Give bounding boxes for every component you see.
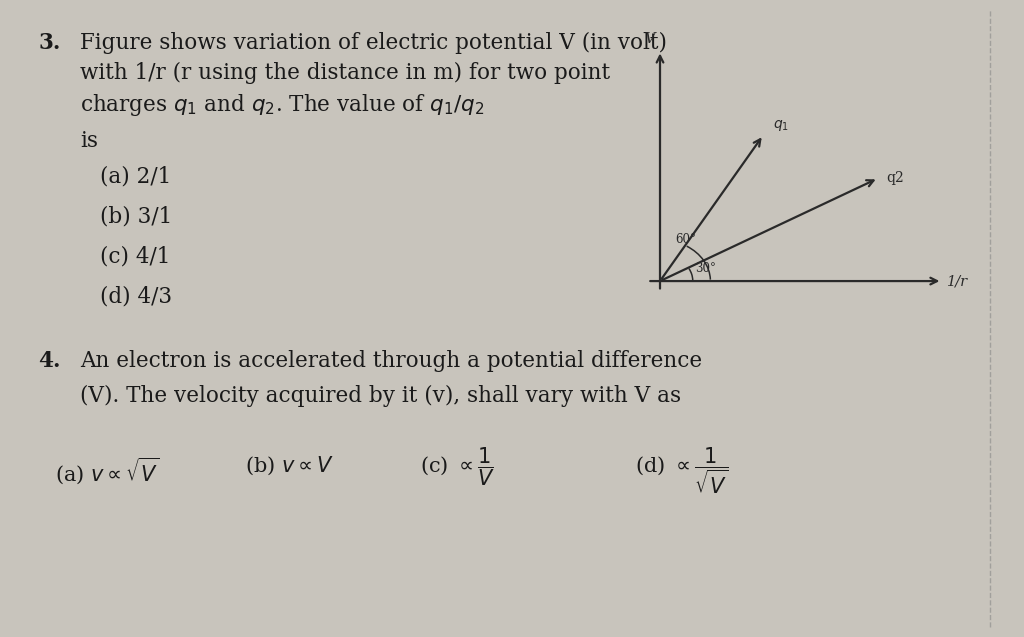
Text: (c) 4/1: (c) 4/1 bbox=[100, 245, 170, 267]
Text: 3.: 3. bbox=[38, 32, 60, 54]
Text: 60°: 60° bbox=[675, 233, 696, 247]
Text: 1/r: 1/r bbox=[947, 274, 969, 288]
Text: (d) 4/3: (d) 4/3 bbox=[100, 285, 172, 307]
Text: Figure shows variation of electric potential V (in volt): Figure shows variation of electric poten… bbox=[80, 32, 667, 54]
Text: $q_1$: $q_1$ bbox=[773, 118, 790, 133]
Text: (a) 2/1: (a) 2/1 bbox=[100, 165, 171, 187]
Text: 4.: 4. bbox=[38, 350, 60, 372]
Text: V: V bbox=[645, 32, 655, 47]
Text: (V). The velocity acquired by it (v), shall vary with V as: (V). The velocity acquired by it (v), sh… bbox=[80, 385, 681, 407]
Text: (a) $v \propto \sqrt{V}$: (a) $v \propto \sqrt{V}$ bbox=[55, 455, 160, 485]
Text: (b) 3/1: (b) 3/1 bbox=[100, 205, 172, 227]
Text: q2: q2 bbox=[886, 171, 903, 185]
Text: (c) $\propto \dfrac{1}{V}$: (c) $\propto \dfrac{1}{V}$ bbox=[420, 445, 496, 487]
Text: with 1/r (r using the distance in m) for two point: with 1/r (r using the distance in m) for… bbox=[80, 62, 610, 84]
Text: (d) $\propto \dfrac{1}{\sqrt{V}}$: (d) $\propto \dfrac{1}{\sqrt{V}}$ bbox=[635, 445, 728, 496]
Text: An electron is accelerated through a potential difference: An electron is accelerated through a pot… bbox=[80, 350, 702, 372]
Text: is: is bbox=[80, 130, 98, 152]
Text: 30°: 30° bbox=[695, 262, 716, 275]
Text: (b) $v \propto V$: (b) $v \propto V$ bbox=[245, 455, 334, 478]
Text: charges $q_1$ and $q_2$. The value of $q_1/q_2$: charges $q_1$ and $q_2$. The value of $q… bbox=[80, 92, 484, 118]
